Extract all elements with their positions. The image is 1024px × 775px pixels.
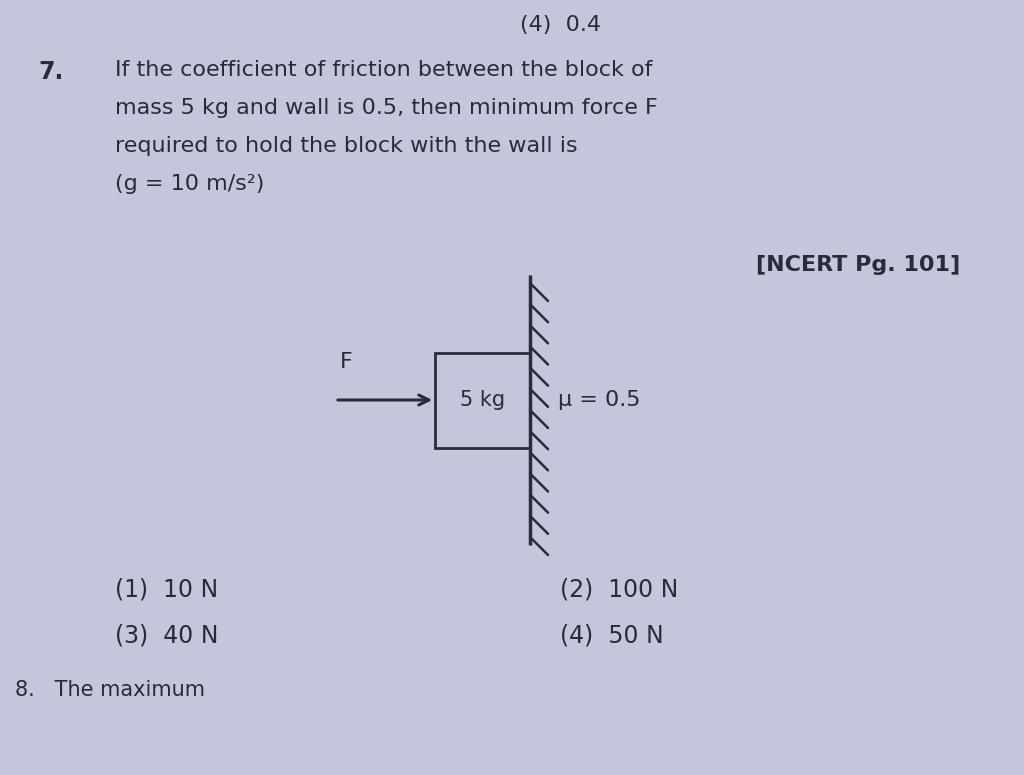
Text: (4)  50 N: (4) 50 N (560, 623, 664, 647)
Text: F: F (340, 352, 352, 372)
Text: 7.: 7. (38, 60, 63, 84)
Text: (3)  40 N: (3) 40 N (115, 623, 218, 647)
Text: mass 5 kg and wall is 0.5, then minimum force F: mass 5 kg and wall is 0.5, then minimum … (115, 98, 657, 118)
Text: 8.   The maximum: 8. The maximum (15, 680, 205, 700)
Text: μ = 0.5: μ = 0.5 (558, 390, 640, 410)
Text: [NCERT Pg. 101]: [NCERT Pg. 101] (756, 255, 961, 275)
Text: required to hold the block with the wall is: required to hold the block with the wall… (115, 136, 578, 156)
Text: (g = 10 m/s²): (g = 10 m/s²) (115, 174, 264, 194)
Text: If the coefficient of friction between the block of: If the coefficient of friction between t… (115, 60, 652, 80)
Text: (4)  0.4: (4) 0.4 (519, 15, 600, 35)
Text: (1)  10 N: (1) 10 N (115, 578, 218, 602)
Text: 5 kg: 5 kg (460, 390, 505, 410)
Bar (435, 353, 530, 447)
Text: (2)  100 N: (2) 100 N (560, 578, 678, 602)
